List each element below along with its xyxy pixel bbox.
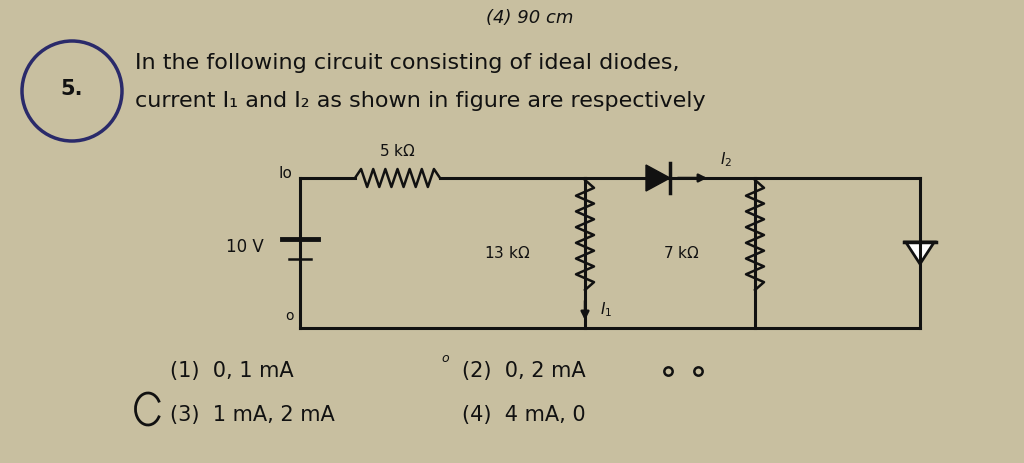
Text: 10 V: 10 V (226, 238, 264, 256)
Text: 13 k$\Omega$: 13 k$\Omega$ (483, 245, 530, 261)
Text: 5.: 5. (60, 79, 83, 99)
Text: $I_1$: $I_1$ (600, 300, 612, 319)
Text: 7 k$\Omega$: 7 k$\Omega$ (664, 245, 700, 261)
Text: 5 k$\Omega$: 5 k$\Omega$ (379, 143, 416, 159)
Text: o: o (441, 352, 449, 365)
Text: (1)  0, 1 mA: (1) 0, 1 mA (170, 361, 294, 381)
Text: (4)  4 mA, 0: (4) 4 mA, 0 (462, 405, 586, 425)
Text: o: o (286, 309, 294, 323)
Polygon shape (646, 165, 670, 191)
Polygon shape (905, 242, 934, 264)
Text: $I_2$: $I_2$ (720, 150, 732, 169)
Text: Io: Io (279, 165, 292, 181)
Text: (3)  1 mA, 2 mA: (3) 1 mA, 2 mA (170, 405, 335, 425)
Text: (4) 90 cm: (4) 90 cm (486, 9, 573, 27)
Text: In the following circuit consisting of ideal diodes,: In the following circuit consisting of i… (135, 53, 680, 73)
Text: current I₁ and I₂ as shown in figure are respectively: current I₁ and I₂ as shown in figure are… (135, 91, 706, 111)
Text: (2)  0, 2 mA: (2) 0, 2 mA (462, 361, 586, 381)
